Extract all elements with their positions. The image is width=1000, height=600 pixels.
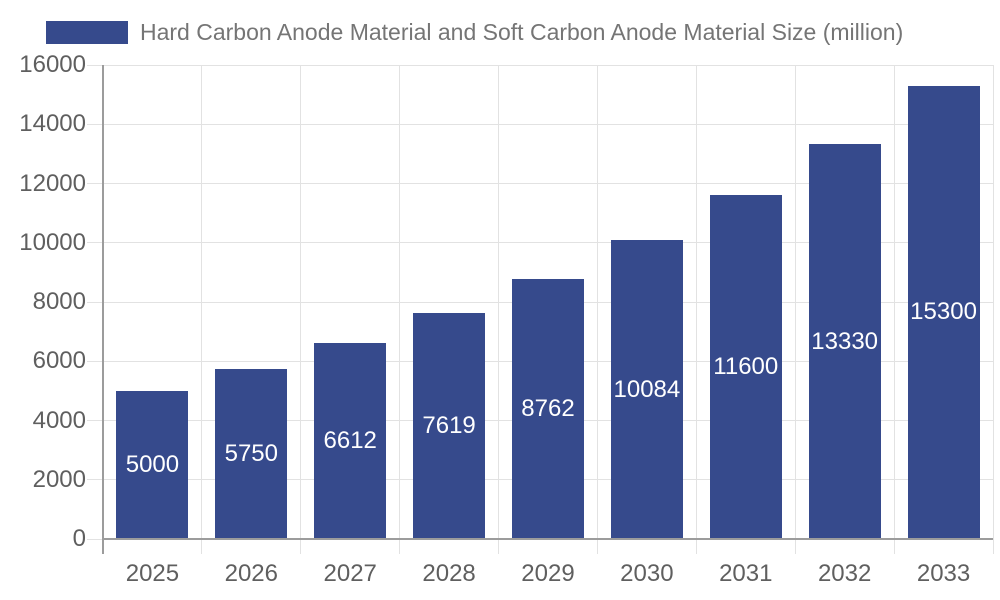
gridline-vertical	[596, 65, 598, 554]
y-axis-tick-label: 4000	[32, 406, 86, 434]
y-axis-tick-label: 8000	[32, 288, 86, 315]
x-axis-tick-label: 2026	[224, 560, 278, 587]
y-axis-tick-label: 14000	[19, 110, 86, 138]
bar-value-label: 13330	[811, 327, 879, 355]
bar-2026[interactable]	[215, 368, 288, 539]
bar-value-label: 7619	[422, 412, 476, 440]
legend-swatch	[46, 20, 128, 44]
y-axis-tick-label: 0	[72, 525, 86, 552]
bar-value-label: 8762	[521, 395, 575, 423]
bar-value-label: 5000	[125, 450, 180, 478]
bar-2025[interactable]	[116, 390, 189, 539]
gridline-vertical	[695, 65, 697, 554]
bar-value-label: 5750	[224, 439, 278, 467]
legend-item[interactable]: Hard Carbon Anode Material and Soft Carb…	[46, 17, 903, 47]
x-axis-tick-label: 2031	[719, 560, 773, 587]
y-axis-tick-label: 6000	[32, 347, 86, 375]
x-axis-tick-label: 2028	[422, 560, 476, 587]
gridline-horizontal	[87, 64, 993, 66]
y-axis-tick-label: 2000	[32, 465, 86, 493]
bar-2033[interactable]	[907, 85, 980, 539]
gridline-vertical	[992, 65, 994, 554]
bar-value-label: 10084	[613, 375, 681, 403]
y-axis-line	[101, 65, 104, 554]
x-axis-tick-label: 2032	[817, 560, 872, 587]
bar-2031[interactable]	[709, 195, 782, 539]
x-axis-tick-label: 2027	[323, 560, 377, 587]
x-axis-tick-label: 2030	[620, 560, 674, 587]
chart-title: Hard Carbon Anode Material and Soft Carb…	[140, 18, 904, 45]
bar-value-label: 11600	[713, 353, 779, 381]
gridline-horizontal	[87, 123, 993, 125]
bar-value-label: 6612	[323, 427, 377, 455]
y-axis-tick-label: 12000	[19, 169, 86, 197]
bar-2030[interactable]	[610, 240, 683, 539]
gridline-vertical	[201, 65, 203, 554]
y-axis-tick-label: 16000	[19, 51, 86, 78]
gridline-horizontal	[87, 242, 993, 244]
gridline-vertical	[893, 65, 895, 554]
x-axis-tick-label: 2029	[521, 560, 575, 587]
bar-2032[interactable]	[808, 144, 881, 539]
x-axis-line	[103, 538, 993, 540]
gridline-vertical	[794, 65, 796, 554]
x-axis-tick-label: 2033	[916, 560, 971, 587]
gridline-vertical	[300, 65, 302, 554]
bar-2027[interactable]	[314, 343, 387, 539]
gridline-vertical	[399, 65, 401, 554]
bar-value-label: 15300	[910, 298, 977, 326]
gridline-vertical	[498, 65, 500, 554]
y-axis-tick-label: 10000	[19, 228, 86, 256]
x-axis-tick-label: 2025	[125, 560, 180, 587]
bar-2029[interactable]	[512, 279, 584, 539]
bar-2028[interactable]	[413, 313, 486, 539]
gridline-horizontal	[87, 183, 993, 184]
